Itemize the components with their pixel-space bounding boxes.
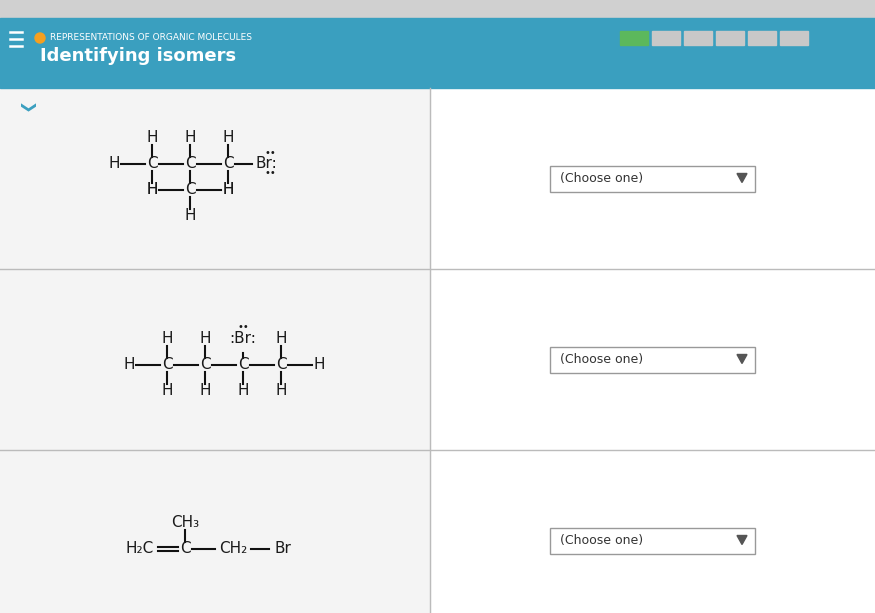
Text: H: H — [108, 156, 120, 171]
Bar — [620, 31, 648, 45]
Text: Br: Br — [275, 541, 291, 556]
Text: H: H — [123, 357, 135, 372]
Text: H: H — [161, 383, 172, 398]
Text: H: H — [222, 182, 234, 197]
Text: (Choose one): (Choose one) — [560, 534, 643, 547]
Text: ••: •• — [264, 148, 276, 159]
Text: H: H — [161, 331, 172, 346]
Text: Identifying isomers: Identifying isomers — [40, 47, 236, 65]
Polygon shape — [737, 354, 747, 364]
Text: ••: •• — [237, 321, 248, 332]
Text: C: C — [200, 357, 210, 372]
Text: C: C — [238, 357, 248, 372]
Text: H₂C: H₂C — [126, 541, 154, 556]
Bar — [0, 0, 875, 18]
Text: CH₂: CH₂ — [219, 541, 247, 556]
Text: C: C — [147, 156, 158, 171]
Bar — [550, 528, 755, 554]
Polygon shape — [737, 536, 747, 544]
Bar — [0, 88, 430, 269]
Text: C: C — [276, 357, 286, 372]
Text: H: H — [146, 130, 158, 145]
Bar — [0, 88, 875, 613]
Text: H: H — [276, 383, 287, 398]
Text: C: C — [185, 182, 195, 197]
Text: H: H — [313, 357, 325, 372]
Text: C: C — [162, 357, 172, 372]
Text: H: H — [146, 182, 158, 197]
Text: H: H — [237, 383, 248, 398]
Bar — [0, 18, 875, 88]
Text: H: H — [222, 182, 234, 197]
Text: CH₃: CH₃ — [171, 515, 200, 530]
Bar — [780, 31, 808, 45]
Bar — [652, 31, 680, 45]
Text: C: C — [185, 156, 195, 171]
Bar — [684, 31, 712, 45]
Circle shape — [35, 33, 45, 43]
Bar — [0, 450, 430, 613]
Text: C: C — [222, 156, 234, 171]
Text: (Choose one): (Choose one) — [560, 172, 643, 185]
Polygon shape — [737, 173, 747, 183]
Text: H: H — [146, 182, 158, 197]
Text: C: C — [179, 541, 191, 556]
Text: REPRESENTATIONS OF ORGANIC MOLECULES: REPRESENTATIONS OF ORGANIC MOLECULES — [50, 34, 252, 42]
Bar — [716, 31, 744, 45]
Bar — [0, 269, 430, 450]
Text: (Choose one): (Choose one) — [560, 353, 643, 366]
Text: H: H — [185, 130, 196, 145]
Text: H: H — [276, 331, 287, 346]
Bar — [550, 166, 755, 191]
Text: ••: •• — [264, 169, 276, 178]
Bar — [748, 31, 776, 45]
Text: :Br:: :Br: — [229, 331, 256, 346]
Text: H: H — [185, 208, 196, 223]
Bar — [550, 346, 755, 373]
Text: H: H — [200, 331, 211, 346]
Text: Br:: Br: — [255, 156, 276, 171]
Text: H: H — [222, 130, 234, 145]
Text: ❯: ❯ — [18, 102, 32, 115]
Text: H: H — [200, 383, 211, 398]
